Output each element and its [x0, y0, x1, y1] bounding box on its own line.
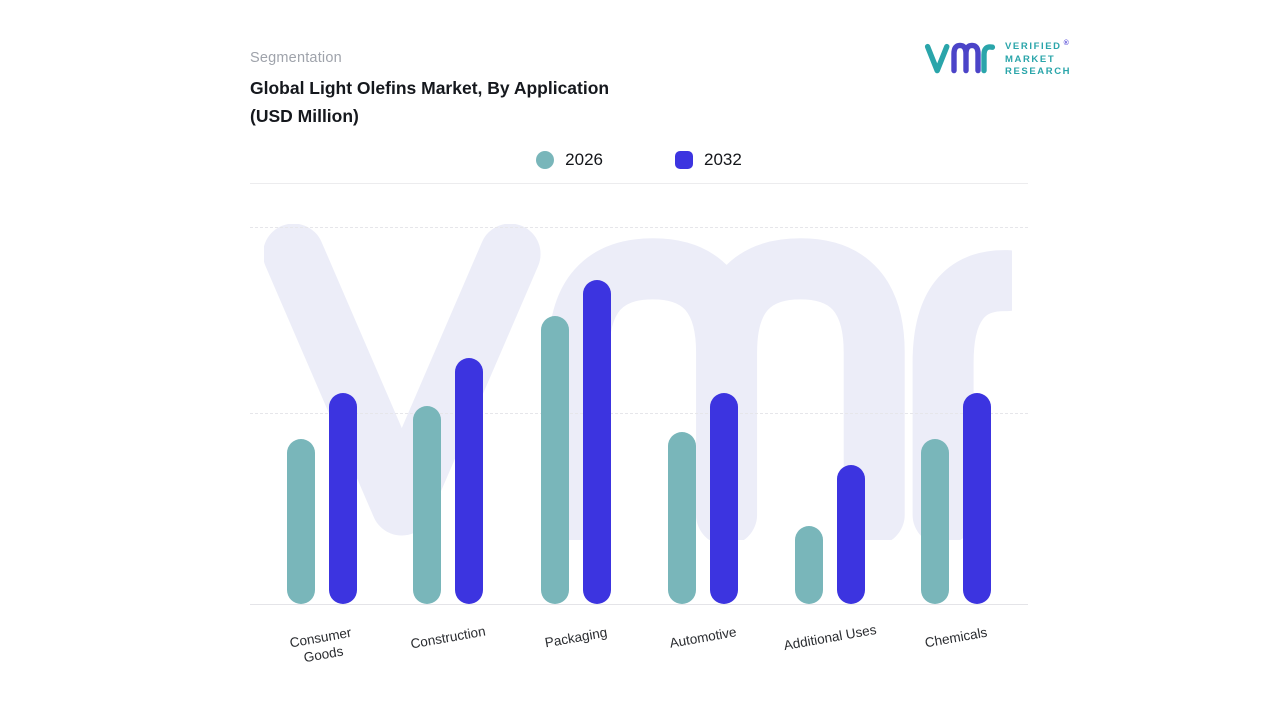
bar-2032-packaging: [583, 280, 611, 604]
x-axis-label-consumer-goods: Consumer Goods: [288, 624, 353, 666]
legend-label-2026: 2026: [565, 150, 603, 169]
bar-group-packaging: [541, 280, 611, 604]
logo-line-3: RESEARCH: [1005, 65, 1072, 77]
x-axis-label-construction: Construction: [409, 623, 487, 652]
logo-line-1: VERIFIED ®: [1005, 40, 1071, 53]
registered-mark: ®: [1063, 40, 1071, 48]
x-axis-line: [250, 604, 1028, 605]
bar-2026-consumer-goods: [287, 439, 315, 604]
bar-group-construction: [413, 358, 483, 604]
bar-2032-consumer-goods: [329, 393, 357, 604]
legend-swatch-2032: [675, 151, 693, 169]
bar-2026-packaging: [541, 316, 569, 604]
brand-logo: VERIFIED ® MARKET RESEARCH: [924, 36, 1071, 80]
eyebrow-label: Segmentation: [250, 50, 342, 66]
bar-group-automotive: [668, 393, 738, 604]
bar-group-consumer-goods: [287, 393, 357, 604]
bar-2032-construction: [455, 358, 483, 604]
bar-2026-automotive: [668, 432, 696, 604]
logo-line-2: MARKET: [1005, 53, 1056, 65]
plot-area: [250, 200, 1028, 605]
header-divider: [250, 183, 1028, 184]
legend-item-2026: 2026: [536, 150, 603, 170]
bar-group-additional-uses: [795, 465, 865, 604]
chart-legend: 2026 2032: [250, 150, 1028, 170]
gridline-upper: [250, 227, 1028, 228]
gridline-middle: [250, 413, 1028, 414]
bar-2032-automotive: [710, 393, 738, 604]
bar-2032-chemicals: [963, 393, 991, 604]
legend-item-2032: 2032: [675, 150, 742, 170]
x-axis-label-additional-uses: Additional Uses: [782, 621, 878, 654]
x-axis-label-chemicals: Chemicals: [923, 624, 989, 651]
vmr-watermark-icon: [264, 224, 1012, 540]
x-axis: Consumer Goods Construction Packaging Autom…: [250, 615, 1028, 685]
legend-label-2032: 2032: [704, 150, 742, 169]
logo-wordmark: VERIFIED ® MARKET RESEARCH: [1005, 38, 1071, 77]
x-axis-label-automotive: Automotive: [668, 624, 738, 651]
bar-2026-additional-uses: [795, 526, 823, 604]
chart-title: Global Light Olefins Market, By Applicat…: [250, 78, 610, 126]
legend-swatch-2026: [536, 151, 555, 169]
bar-group-chemicals: [921, 393, 991, 604]
bar-2026-chemicals: [921, 439, 949, 604]
bar-2032-additional-uses: [837, 465, 865, 604]
bar-2026-construction: [413, 406, 441, 604]
x-axis-label-packaging: Packaging: [543, 624, 609, 651]
vmr-logo-icon: [924, 42, 996, 74]
